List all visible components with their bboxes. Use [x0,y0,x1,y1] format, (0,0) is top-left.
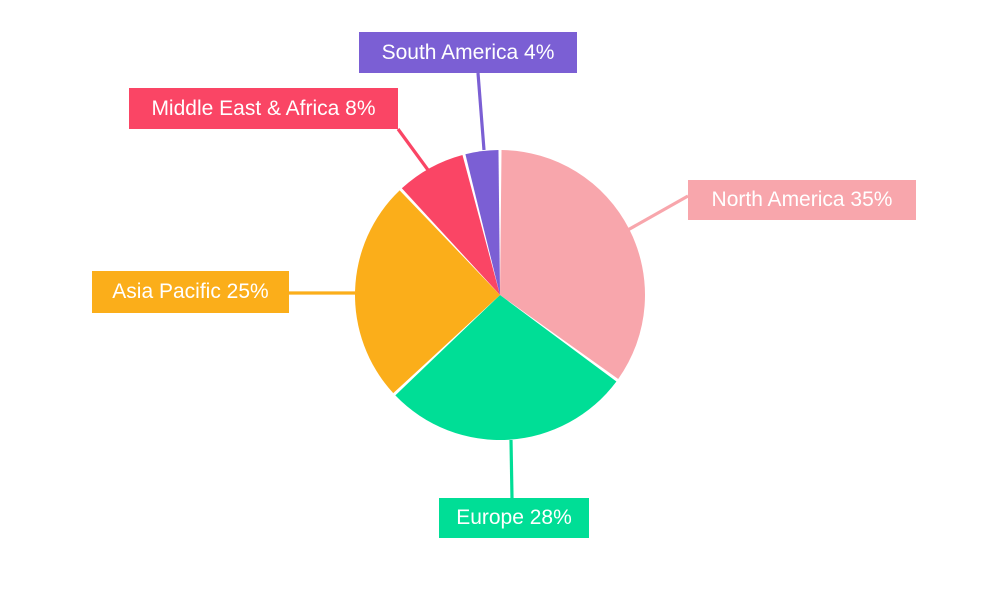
pie-slice-europe[interactable] [395,295,617,441]
slice-callout-asia-pacific[interactable]: Asia Pacific 25% [92,271,289,313]
pie-slice-middle-east-africa[interactable] [401,154,500,295]
pie-slices [354,150,645,441]
pie-slice-north-america[interactable] [500,150,645,379]
slice-callout-europe[interactable]: Europe 28% [439,498,589,538]
pie-slice-asia-pacific[interactable] [354,190,500,394]
leader-line-europe [509,439,514,499]
slice-callout-middle-east-africa[interactable]: Middle East & Africa 8% [129,88,398,129]
leader-line-north-america [625,194,689,233]
slice-callout-south-america[interactable]: South America 4% [359,32,577,73]
leader-lines [289,72,689,499]
pie-slice-south-america[interactable] [465,150,500,295]
leader-line-middle-east-africa [396,128,430,171]
leader-line-south-america [476,72,486,151]
slice-callout-north-america[interactable]: North America 35% [688,180,916,220]
